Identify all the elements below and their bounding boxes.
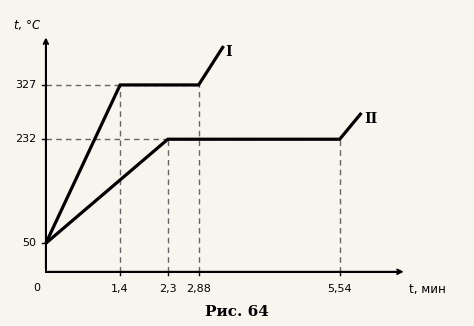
Text: Рис. 64: Рис. 64	[205, 305, 269, 319]
Text: 1,4: 1,4	[111, 284, 129, 294]
Text: 327: 327	[15, 80, 36, 90]
Text: t, °C: t, °C	[14, 19, 40, 32]
Text: 5,54: 5,54	[328, 284, 352, 294]
Text: I: I	[225, 45, 232, 59]
Text: 2,3: 2,3	[159, 284, 177, 294]
Text: 50: 50	[22, 238, 36, 248]
Text: II: II	[364, 111, 377, 126]
Text: 2,88: 2,88	[186, 284, 211, 294]
Text: t, мин: t, мин	[409, 283, 446, 296]
Text: 232: 232	[15, 134, 36, 144]
Text: 0: 0	[33, 283, 40, 293]
